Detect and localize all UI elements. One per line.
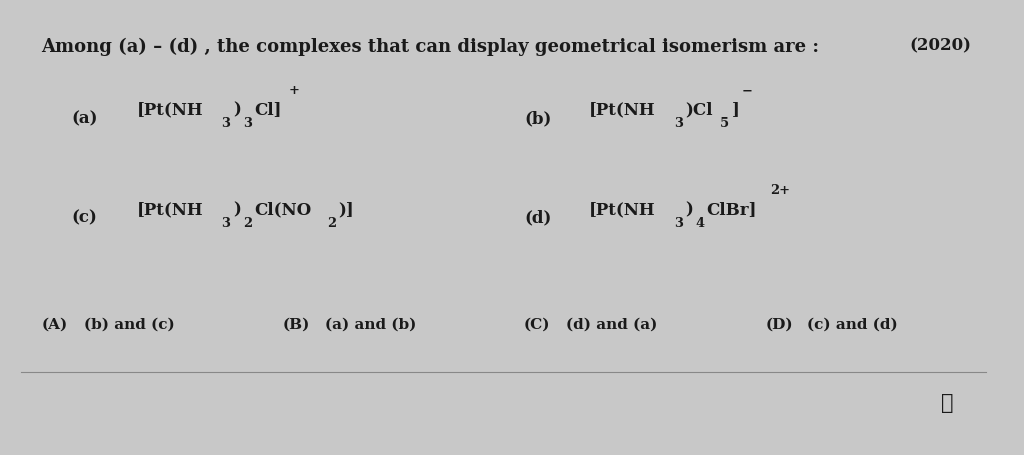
Text: (2020): (2020): [909, 38, 972, 55]
Text: ClBr]: ClBr]: [707, 201, 757, 218]
Text: 2+: 2+: [770, 183, 791, 197]
Text: ): ): [685, 201, 693, 218]
Text: (c) and (d): (c) and (d): [808, 318, 898, 332]
Text: 👆: 👆: [941, 393, 953, 413]
Text: ]: ]: [731, 101, 739, 118]
Text: (b) and (c): (b) and (c): [84, 318, 174, 332]
Text: 4: 4: [695, 217, 705, 230]
Text: 2: 2: [327, 217, 336, 230]
Text: 3: 3: [243, 117, 252, 130]
Text: )]: )]: [339, 201, 354, 218]
Text: 3: 3: [674, 217, 683, 230]
Text: (d): (d): [524, 209, 551, 227]
Text: Cl]: Cl]: [254, 101, 282, 118]
Text: ): ): [232, 101, 241, 118]
Text: (c): (c): [72, 209, 97, 227]
Text: 3: 3: [674, 117, 683, 130]
Text: Among (a) – (d) , the complexes that can display geometrical isomerism are :: Among (a) – (d) , the complexes that can…: [42, 38, 819, 56]
Text: 3: 3: [221, 217, 230, 230]
Text: (C): (C): [524, 318, 551, 332]
Text: (A): (A): [42, 318, 68, 332]
Text: (a): (a): [72, 110, 98, 127]
Text: 2: 2: [243, 217, 252, 230]
Text: 3: 3: [221, 117, 230, 130]
Text: ): ): [232, 201, 241, 218]
Text: (a) and (b): (a) and (b): [325, 318, 417, 332]
Text: [Pt(NH: [Pt(NH: [590, 201, 656, 218]
Text: −: −: [741, 84, 753, 97]
Text: (b): (b): [524, 110, 551, 127]
Text: )Cl: )Cl: [685, 101, 713, 118]
Text: [Pt(NH: [Pt(NH: [137, 101, 204, 118]
Text: [Pt(NH: [Pt(NH: [137, 201, 204, 218]
Text: 5: 5: [720, 117, 729, 130]
Text: (D): (D): [765, 318, 793, 332]
Text: (d) and (a): (d) and (a): [566, 318, 657, 332]
Text: Cl(NO: Cl(NO: [254, 201, 311, 218]
Text: +: +: [289, 84, 300, 97]
Text: (B): (B): [283, 318, 310, 332]
Text: [Pt(NH: [Pt(NH: [590, 101, 656, 118]
